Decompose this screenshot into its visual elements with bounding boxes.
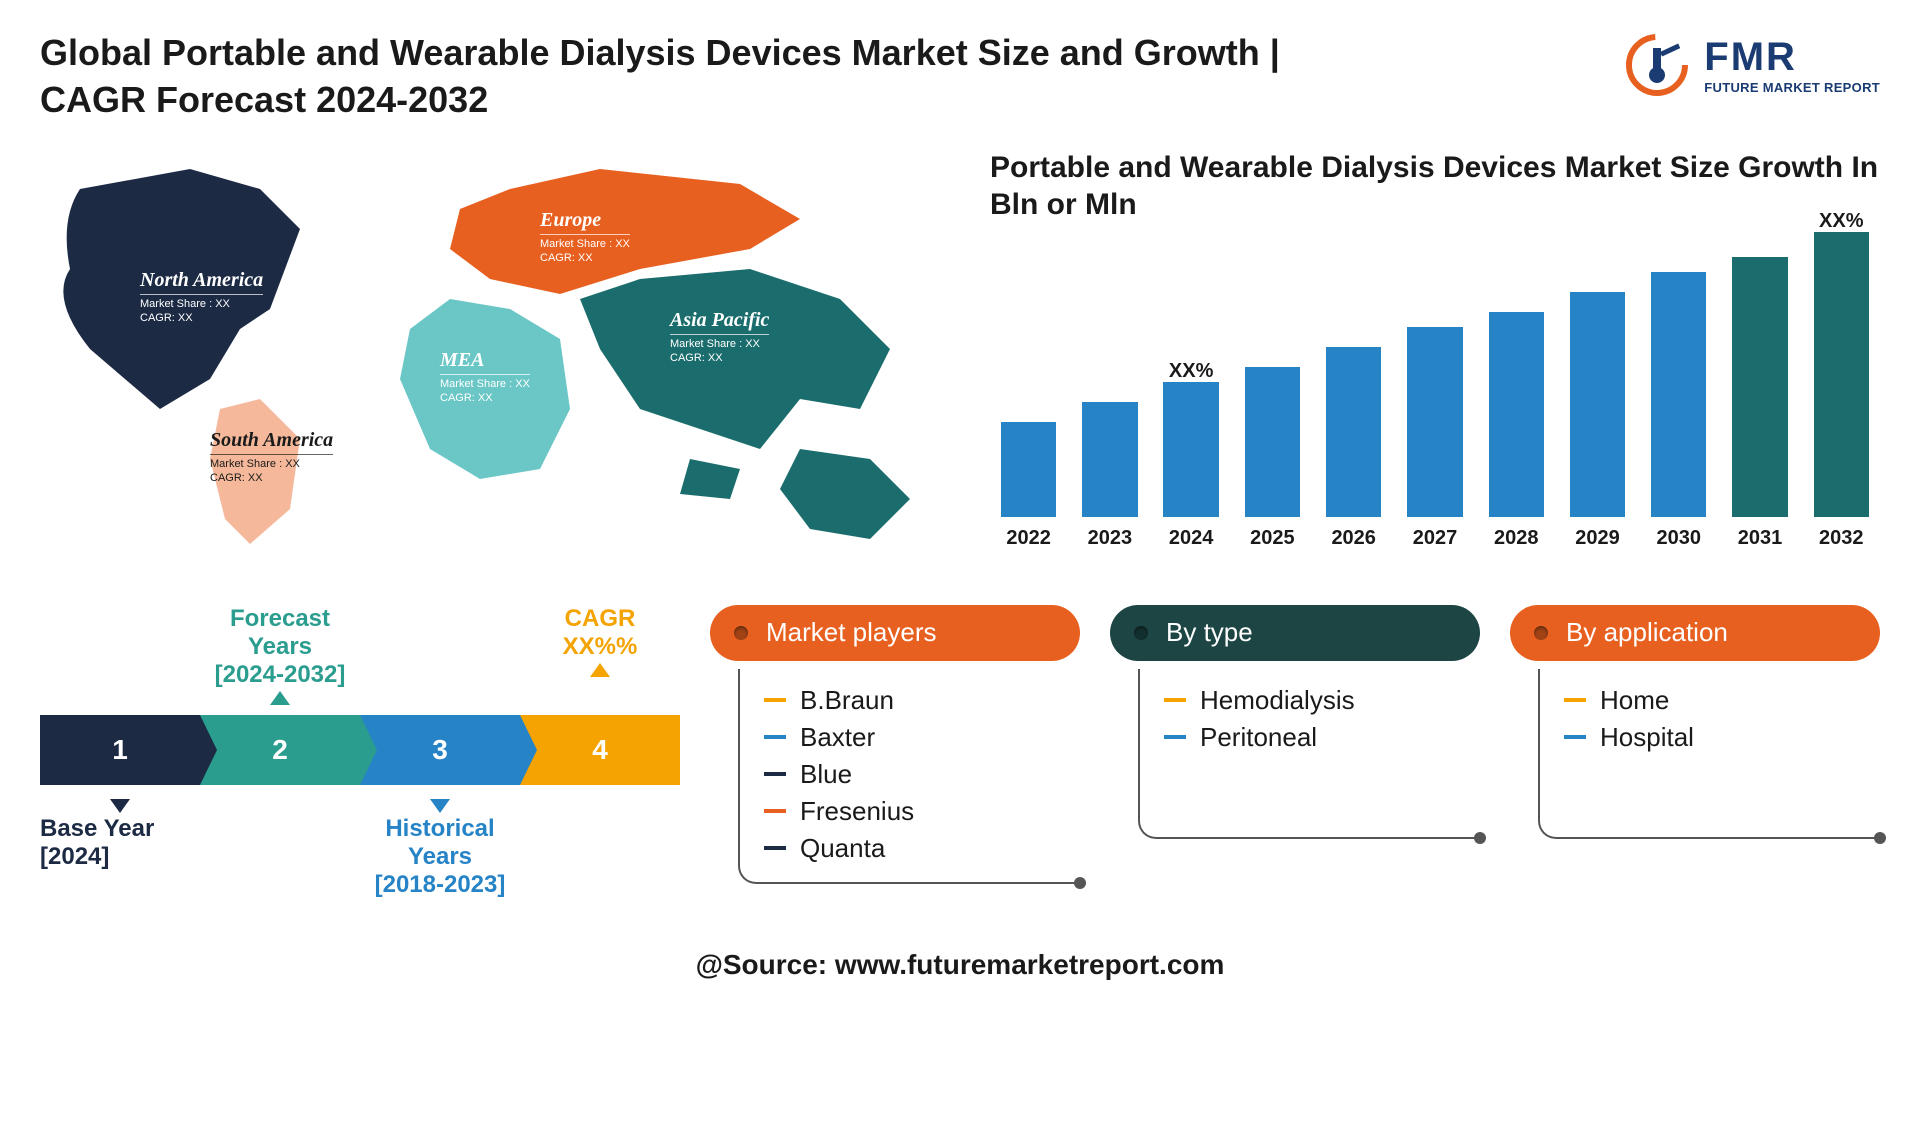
pill-header-type: By type xyxy=(1110,605,1480,661)
source-line: @Source: www.futuremarketreport.com xyxy=(40,949,1880,981)
chart-title: Portable and Wearable Dialysis Devices M… xyxy=(990,149,1880,224)
cagr-label: CAGR xyxy=(520,605,680,633)
bar-2025: 2025 xyxy=(1238,367,1307,550)
region-north_america: North AmericaMarket Share : XXCAGR: XX xyxy=(140,269,263,326)
list-item: Fresenius xyxy=(764,796,1080,827)
timeline-bar: 1234 xyxy=(40,715,680,785)
list-bracket: B.Braun Baxter Blue Fresenius Quanta xyxy=(738,669,1080,884)
list-item: Quanta xyxy=(764,833,1080,864)
timeline-seg-1: 1 xyxy=(40,715,200,785)
bar-2026: 2026 xyxy=(1319,347,1388,550)
pill-header-players: Market players xyxy=(710,605,1080,661)
bar-2030: 2030 xyxy=(1644,272,1713,550)
region-europe: EuropeMarket Share : XXCAGR: XX xyxy=(540,209,630,266)
bar-2029: 2029 xyxy=(1563,292,1632,550)
timeline-section: Forecast Years [2024-2032] CAGR XX%% 123… xyxy=(40,605,680,899)
base-label: Base Year xyxy=(40,815,200,843)
header: Global Portable and Wearable Dialysis De… xyxy=(40,30,1880,124)
list-item: Home xyxy=(1564,685,1880,716)
logo-big: FMR xyxy=(1704,35,1880,80)
logo-icon xyxy=(1622,30,1692,100)
cagr-value: XX%% xyxy=(520,633,680,661)
timeline-seg-2: 2 xyxy=(200,715,360,785)
logo: FMR FUTURE MARKET REPORT xyxy=(1622,30,1880,100)
region-mea: MEAMarket Share : XXCAGR: XX xyxy=(440,349,530,406)
base-value: [2024] xyxy=(40,843,200,871)
list-bracket: Hemodialysis Peritoneal xyxy=(1138,669,1480,839)
dot-icon xyxy=(1134,626,1148,640)
arrow-down-icon xyxy=(110,799,130,813)
bar-2032: XX%2032 xyxy=(1807,232,1876,550)
bar-2022: 2022 xyxy=(994,422,1063,550)
world-map: North AmericaMarket Share : XXCAGR: XX So… xyxy=(40,149,960,549)
hist-label: Historical Years xyxy=(360,815,520,871)
forecast-label: Forecast Years xyxy=(200,605,360,661)
pill-columns: Market players B.Braun Baxter Blue Freseniu… xyxy=(710,605,1880,884)
pill-col-application: By application Home Hospital xyxy=(1510,605,1880,884)
arrow-down-icon xyxy=(430,799,450,813)
pill-col-type: By type Hemodialysis Peritoneal xyxy=(1110,605,1480,884)
arrow-up-icon xyxy=(590,663,610,677)
dot-icon xyxy=(1534,626,1548,640)
bar-chart: 20222023XX%20242025202620272028202920302… xyxy=(990,230,1880,550)
logo-text: FMR FUTURE MARKET REPORT xyxy=(1704,35,1880,95)
forecast-range: [2024-2032] xyxy=(200,661,360,689)
list-bracket: Home Hospital xyxy=(1538,669,1880,839)
bar-2028: 2028 xyxy=(1482,312,1551,550)
bar-2031: 2031 xyxy=(1725,257,1794,550)
logo-small: FUTURE MARKET REPORT xyxy=(1704,80,1880,95)
page-title: Global Portable and Wearable Dialysis De… xyxy=(40,30,1340,124)
list-item: Blue xyxy=(764,759,1080,790)
list-item: Hemodialysis xyxy=(1164,685,1480,716)
bar-2024: XX%2024 xyxy=(1157,382,1226,550)
list-item: Baxter xyxy=(764,722,1080,753)
row-map-chart: North AmericaMarket Share : XXCAGR: XX So… xyxy=(40,149,1880,550)
timeline-seg-4: 4 xyxy=(520,715,680,785)
bar-2027: 2027 xyxy=(1400,327,1469,550)
bar-2023: 2023 xyxy=(1075,402,1144,550)
timeline-seg-3: 3 xyxy=(360,715,520,785)
region-asia_pacific: Asia PacificMarket Share : XXCAGR: XX xyxy=(670,309,769,366)
arrow-up-icon xyxy=(270,691,290,705)
pill-col-players: Market players B.Braun Baxter Blue Freseniu… xyxy=(710,605,1080,884)
region-south_america: South AmericaMarket Share : XXCAGR: XX xyxy=(210,429,333,486)
bar-chart-section: Portable and Wearable Dialysis Devices M… xyxy=(990,149,1880,550)
dot-icon xyxy=(734,626,748,640)
list-item: B.Braun xyxy=(764,685,1080,716)
row-timeline-pills: Forecast Years [2024-2032] CAGR XX%% 123… xyxy=(40,605,1880,899)
list-item: Hospital xyxy=(1564,722,1880,753)
pill-header-application: By application xyxy=(1510,605,1880,661)
hist-range: [2018-2023] xyxy=(360,871,520,899)
list-item: Peritoneal xyxy=(1164,722,1480,753)
